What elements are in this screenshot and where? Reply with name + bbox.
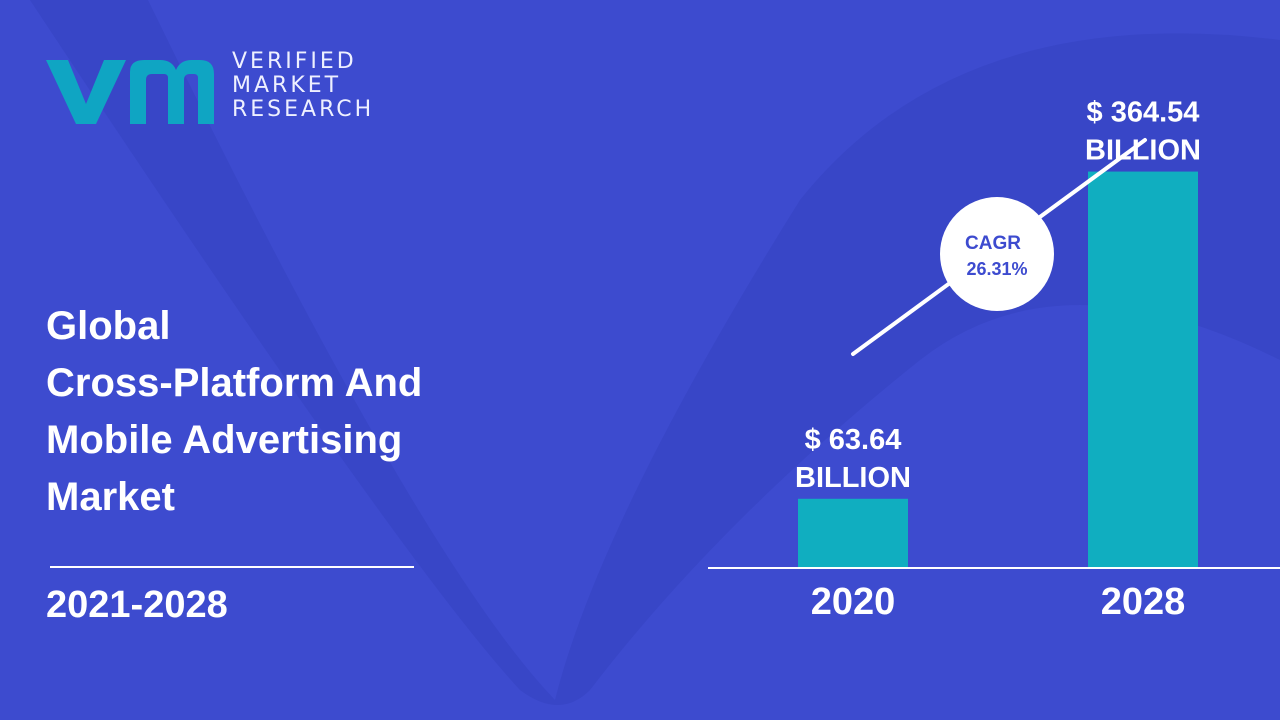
- cagr-label: CAGR: [965, 233, 1021, 254]
- x-tick-label-2020: 2020: [811, 581, 896, 623]
- bar-2020: [798, 498, 908, 568]
- logo-wordmark: VERIFIED MARKET RESEARCH: [232, 50, 374, 122]
- vmr-logo: VERIFIED MARKET RESEARCH: [42, 48, 402, 138]
- title-divider: [50, 566, 414, 568]
- bar-2028: [1088, 171, 1198, 568]
- title-line-1: Global: [46, 304, 171, 348]
- title-line-4: Market: [46, 475, 175, 519]
- logo-line-1: VERIFIED: [232, 49, 357, 74]
- cagr-bubble: [940, 197, 1054, 311]
- value-label-2020-line-2: BILLION: [795, 462, 911, 494]
- logo-line-2: MARKET: [232, 73, 342, 98]
- page-title: Global Cross-Platform And Mobile Adverti…: [46, 298, 566, 526]
- cagr-value: 26.31%: [966, 259, 1027, 279]
- title-line-3: Mobile Advertising: [46, 418, 403, 462]
- value-label-2020-line-1: $ 63.64: [805, 424, 902, 456]
- title-line-2: Cross-Platform And: [46, 361, 423, 405]
- logo-line-3: RESEARCH: [232, 97, 375, 122]
- forecast-period: 2021-2028: [46, 584, 228, 626]
- x-tick-label-2028: 2028: [1101, 581, 1186, 623]
- value-label-2028-line-1: $ 364.54: [1087, 97, 1200, 129]
- vmr-logo-mark-icon: [46, 60, 214, 124]
